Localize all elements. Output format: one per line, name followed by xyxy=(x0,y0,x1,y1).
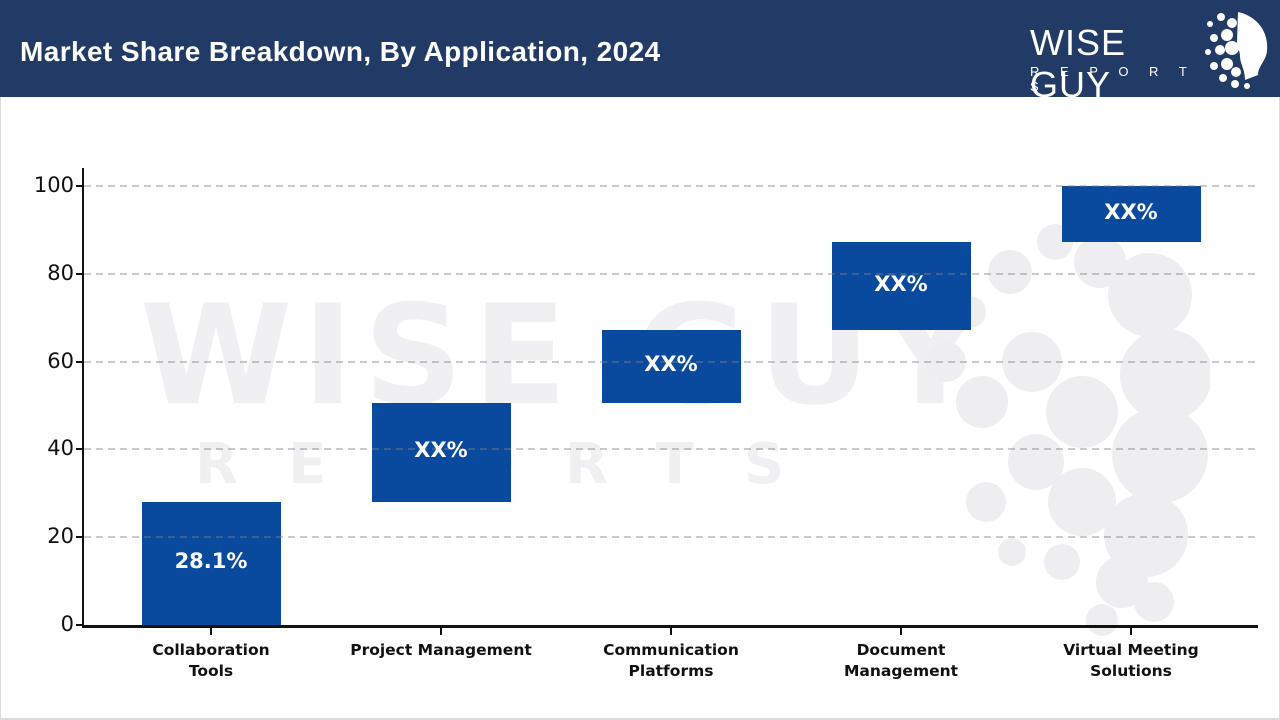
y-tick-label: 80 xyxy=(47,260,74,285)
x-tick-mark xyxy=(1130,628,1132,635)
y-axis-spine xyxy=(82,168,84,628)
y-tick-mark xyxy=(76,360,84,363)
x-axis-spine xyxy=(82,625,1258,628)
bar-value-label: XX% xyxy=(414,438,468,463)
y-tick-mark xyxy=(76,536,84,539)
bar-value-label: XX% xyxy=(874,272,928,297)
bar-communication-platforms xyxy=(601,329,741,403)
x-tick-mark xyxy=(440,628,442,635)
chart-title: Market Share Breakdown, By Application, … xyxy=(20,36,661,67)
left-border-line xyxy=(0,97,1,720)
y-tick-mark xyxy=(76,185,84,187)
bottom-border-line xyxy=(0,718,1280,720)
y-tick-label: 20 xyxy=(47,524,74,549)
bar-value-label: XX% xyxy=(644,352,698,377)
x-category-label: Virtual Meeting Solutions xyxy=(1063,641,1199,680)
bar-value-label: XX% xyxy=(1104,200,1158,225)
y-tick-label: 40 xyxy=(47,436,74,461)
y-tick-mark xyxy=(76,272,84,275)
gridline-20 xyxy=(84,536,1256,539)
bar-collaboration-tools xyxy=(141,501,281,625)
logo-reports-text: R E P O R T S xyxy=(1030,64,1196,94)
x-category-label: Collaboration Tools xyxy=(152,641,270,680)
x-category-label: Document Management xyxy=(843,641,959,680)
watermark-text-reports: REPORTS xyxy=(195,432,835,497)
logo-head-icon xyxy=(1205,12,1268,89)
gridline-60 xyxy=(84,360,1256,363)
bar-project-management xyxy=(371,402,511,502)
x-tick-mark xyxy=(900,628,902,635)
x-tick-mark xyxy=(210,628,212,635)
bar-document-management xyxy=(831,242,971,330)
watermark-head-icon xyxy=(926,224,1210,636)
gridline-80 xyxy=(84,272,1256,275)
x-category-label: Communication Platforms xyxy=(603,641,739,680)
gridline-40 xyxy=(84,448,1256,451)
logo-name-text: WISE GUY xyxy=(1030,22,1127,105)
y-tick-mark xyxy=(76,448,84,451)
header-bar: Market Share Breakdown, By Application, … xyxy=(0,0,1280,105)
gridline-100 xyxy=(84,185,1256,187)
bar-value-label: 28.1% xyxy=(174,549,248,574)
x-category-label: Project Management xyxy=(350,641,532,659)
wise-guy-logo: WISE GUY R E P O R T S xyxy=(1030,6,1270,105)
bar-virtual-meeting-solutions xyxy=(1061,186,1201,243)
x-tick-mark xyxy=(670,628,672,635)
y-tick-label: 100 xyxy=(33,173,74,197)
y-tick-label: 60 xyxy=(47,348,74,373)
y-tick-label: 0 xyxy=(60,612,74,636)
y-tick-mark xyxy=(76,624,84,626)
